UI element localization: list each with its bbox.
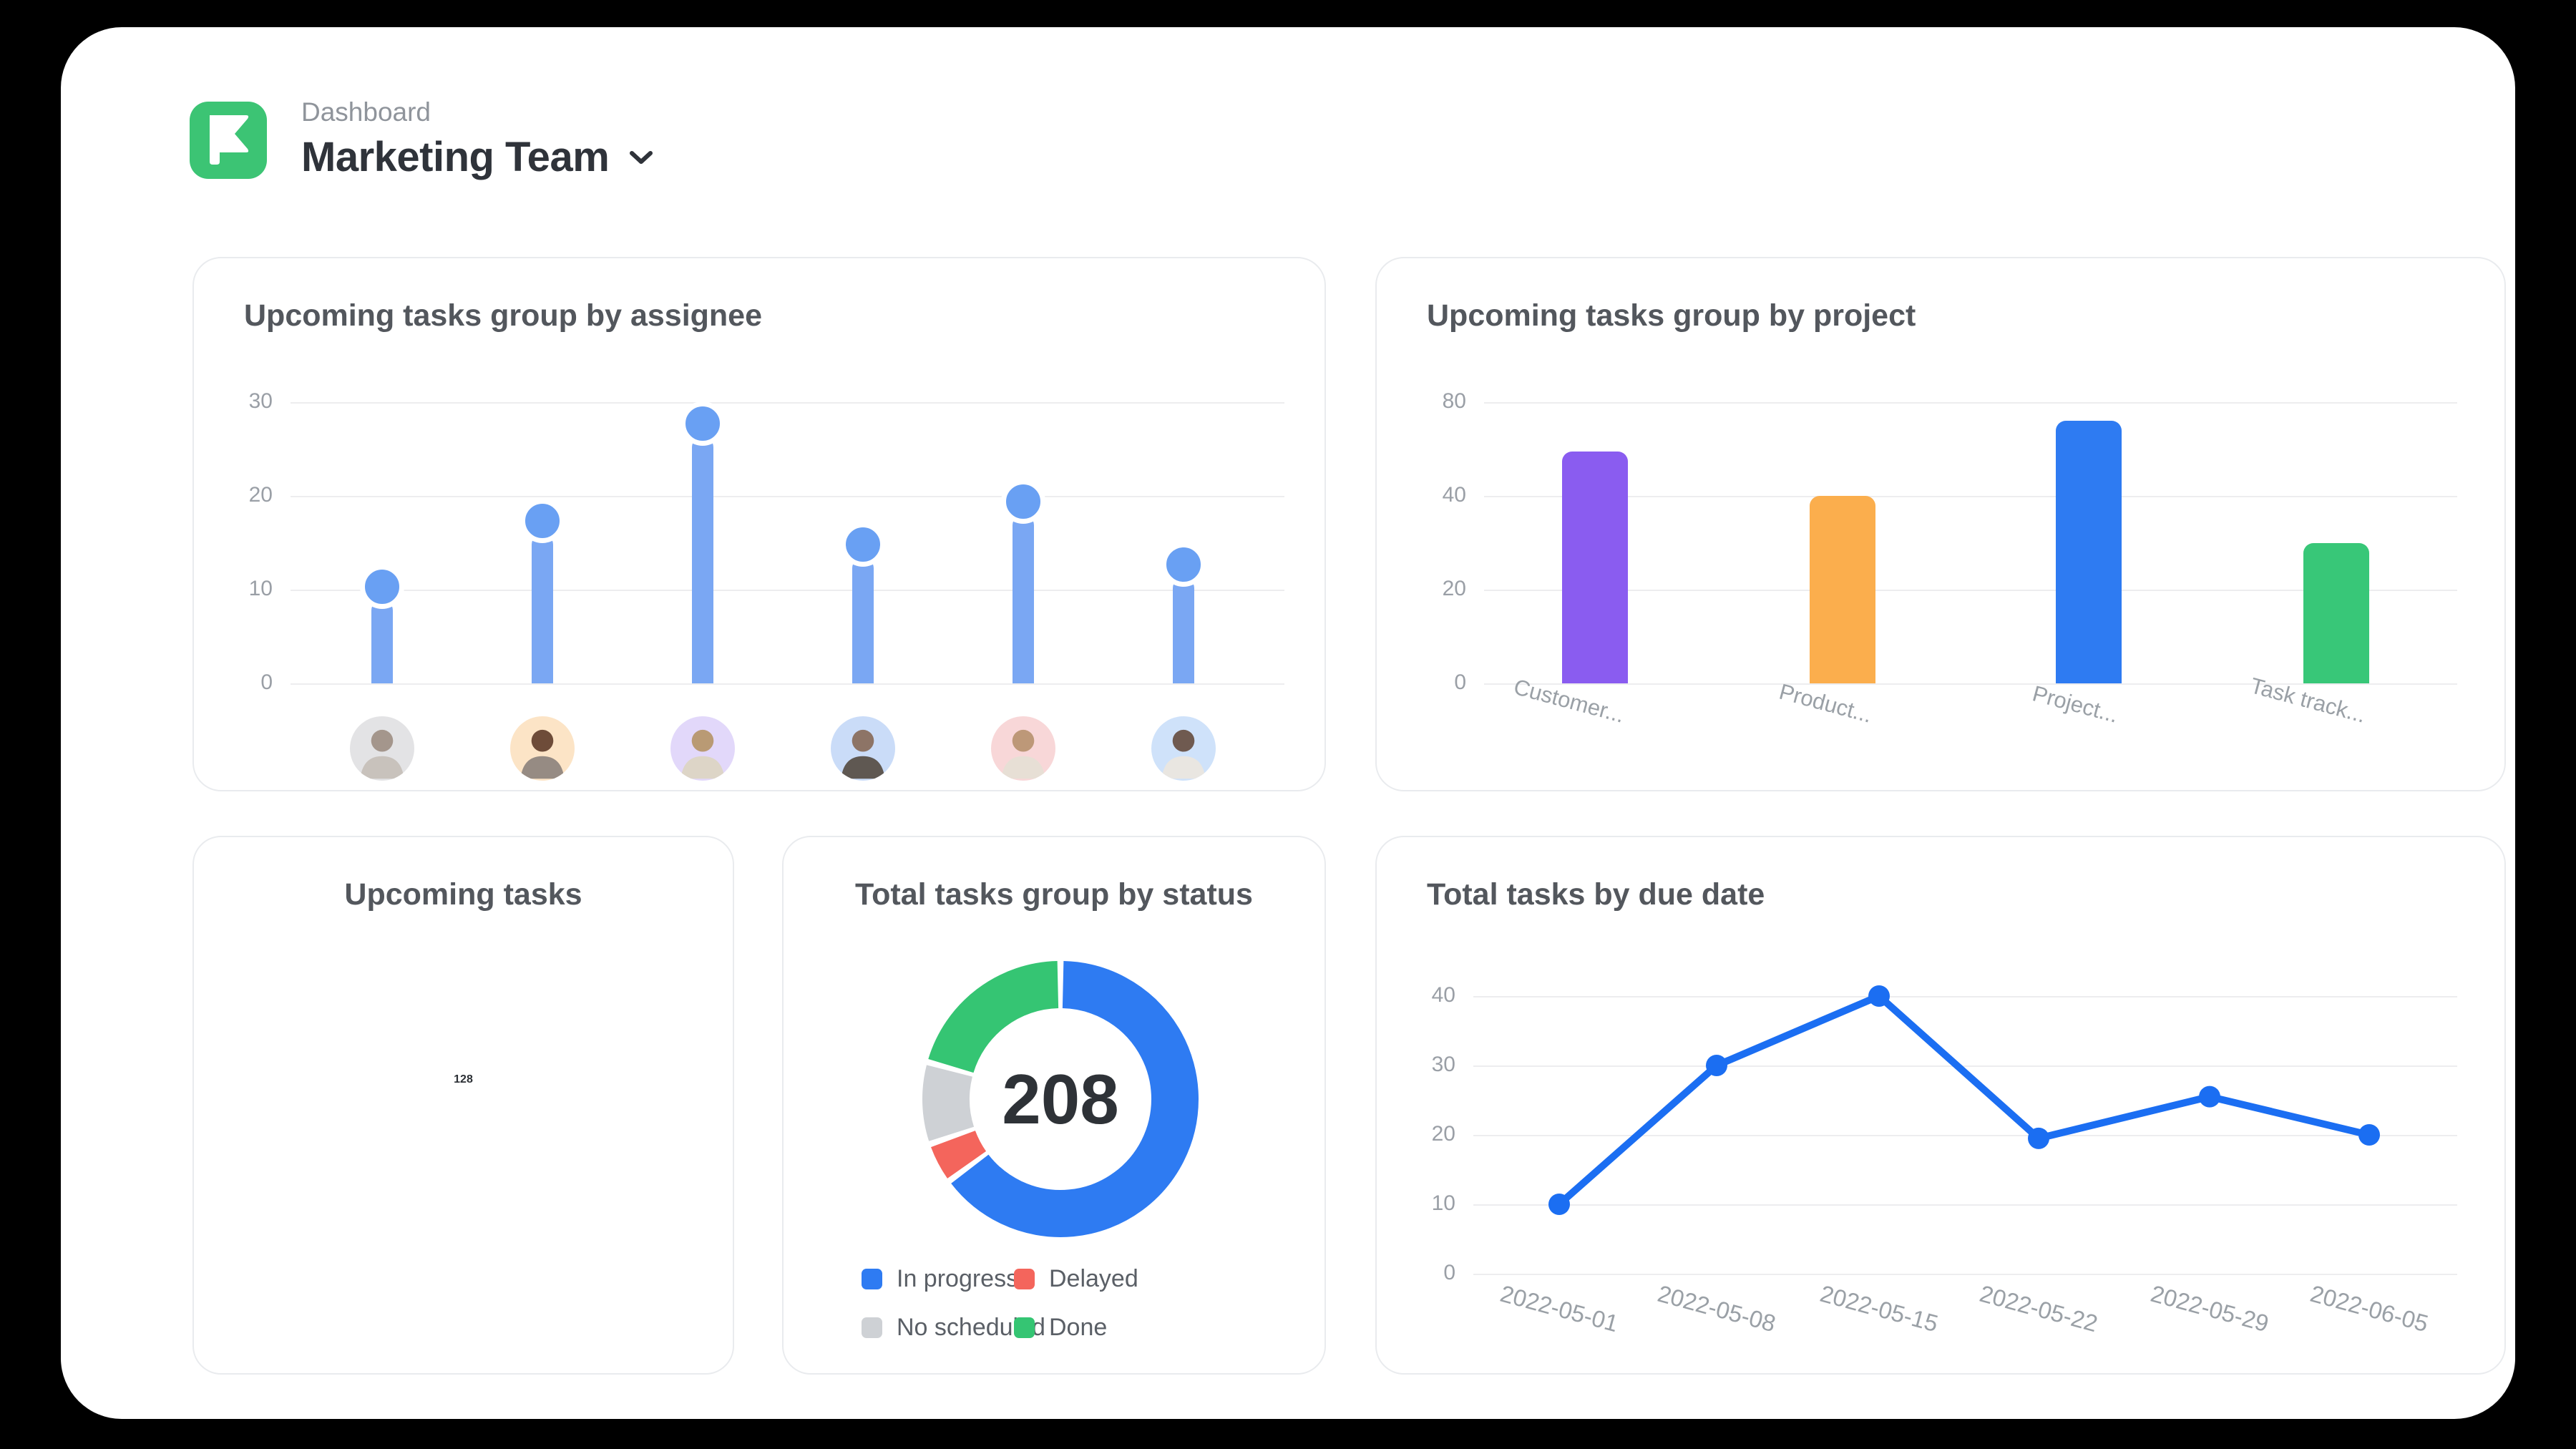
lollipop-marker [360, 565, 404, 610]
gridline [1484, 683, 2457, 685]
status-donut-chart: 208 [910, 949, 1211, 1249]
line-path [1556, 992, 2373, 1208]
donut-rings [922, 961, 1199, 1237]
app-logo-flag-icon [190, 102, 267, 179]
chevron-down-icon [630, 150, 653, 164]
lollipop-stem [371, 600, 393, 683]
upcoming-tasks-value: 128 [454, 1073, 473, 1085]
gridline [1484, 496, 2457, 497]
donut-segment-no-scheduled [922, 1065, 975, 1141]
y-axis-tick-label: 40 [1442, 483, 1466, 507]
gridline [1484, 402, 2457, 404]
card-upcoming-tasks: Upcoming tasks 128 [192, 836, 734, 1375]
y-axis-tick-label: 80 [1442, 389, 1466, 413]
gridline [291, 590, 1284, 591]
assignee-avatar [1151, 716, 1216, 781]
page-title: Marketing Team [301, 134, 610, 180]
y-axis-tick-label: 10 [1431, 1191, 1455, 1215]
lollipop-stem [1013, 514, 1034, 683]
card-title: Total tasks by due date [1427, 877, 1765, 912]
card-title: Upcoming tasks [344, 877, 582, 912]
line-point [2199, 1085, 2220, 1108]
app-window: Dashboard Marketing Team Upcoming tasks … [61, 27, 2515, 1419]
card-project-chart: Upcoming tasks group by project 0 20 40 80 C… [1375, 257, 2506, 791]
assignee-avatar [831, 716, 895, 781]
lollipop-marker [680, 401, 725, 447]
donut-total-value: 208 [1002, 1059, 1119, 1138]
project-bar [2303, 542, 2369, 683]
assignee-avatar [991, 716, 1055, 781]
y-axis-tick-label: 0 [1454, 670, 1466, 694]
lollipop-stem [692, 436, 713, 683]
donut-segment-in-progress [951, 961, 1199, 1237]
gridline [1473, 1274, 2457, 1275]
card-due-date-line-chart: Total tasks by due date 0 10 20 30 40 2022-05… [1375, 836, 2506, 1375]
lollipop-marker [841, 522, 885, 567]
card-assignee-chart: Upcoming tasks group by assignee 0 10 20 30 [192, 257, 1326, 791]
legend-label: In progress [897, 1265, 1019, 1292]
gridline [1473, 1135, 2457, 1136]
y-axis-tick-label: 20 [1442, 577, 1466, 600]
legend-item-done[interactable]: Done [1014, 1314, 1107, 1342]
project-bar [1810, 496, 1875, 683]
line-point [2028, 1127, 2049, 1149]
y-axis-tick-label: 20 [1431, 1122, 1455, 1146]
donut-segment-done [928, 961, 1059, 1073]
breadcrumb: Dashboard [301, 97, 431, 127]
lollipop-stem [532, 534, 553, 683]
legend-label: Delayed [1049, 1265, 1138, 1292]
lollipop-stem [852, 557, 874, 683]
legend-swatch-done [1014, 1317, 1035, 1338]
legend-item-in-progress[interactable]: In progress [862, 1265, 1018, 1293]
y-axis-tick-label: 20 [248, 483, 273, 507]
project-bar [2056, 421, 2122, 683]
assignee-avatar [510, 716, 575, 781]
y-axis-tick-label: 0 [260, 670, 273, 694]
lollipop-stem [1173, 577, 1194, 683]
card-title: Upcoming tasks group by assignee [244, 298, 763, 333]
team-selector[interactable]: Marketing Team [301, 133, 655, 181]
card-status-donut: Total tasks group by status 208 In progr… [782, 836, 1326, 1375]
legend-swatch-delayed [1014, 1269, 1035, 1289]
legend-swatch-in-progress [862, 1269, 882, 1289]
gridline [1473, 1204, 2457, 1206]
legend-label: Done [1049, 1314, 1108, 1341]
y-axis-tick-label: 10 [248, 577, 273, 600]
legend-swatch-no-scheduled [862, 1317, 882, 1338]
assignee-avatar [350, 716, 414, 781]
y-axis-tick-label: 30 [248, 389, 273, 413]
gridline [1484, 590, 2457, 591]
gridline [291, 402, 1284, 404]
gridline [291, 683, 1284, 685]
lollipop-marker [1161, 542, 1206, 587]
gridline [1473, 996, 2457, 997]
card-title: Total tasks group by status [855, 877, 1253, 912]
legend-item-delayed[interactable]: Delayed [1014, 1265, 1138, 1293]
gridline [1473, 1065, 2457, 1067]
lollipop-marker [520, 499, 565, 544]
assignee-avatar [670, 716, 735, 781]
y-axis-tick-label: 30 [1431, 1053, 1455, 1076]
y-axis-tick-label: 40 [1431, 983, 1455, 1007]
donut-segment-delayed [931, 1130, 987, 1179]
project-bar [1562, 451, 1628, 683]
lollipop-marker [1001, 479, 1045, 524]
card-title: Upcoming tasks group by project [1427, 298, 1916, 333]
gridline [291, 496, 1284, 497]
y-axis-tick-label: 0 [1443, 1261, 1455, 1284]
